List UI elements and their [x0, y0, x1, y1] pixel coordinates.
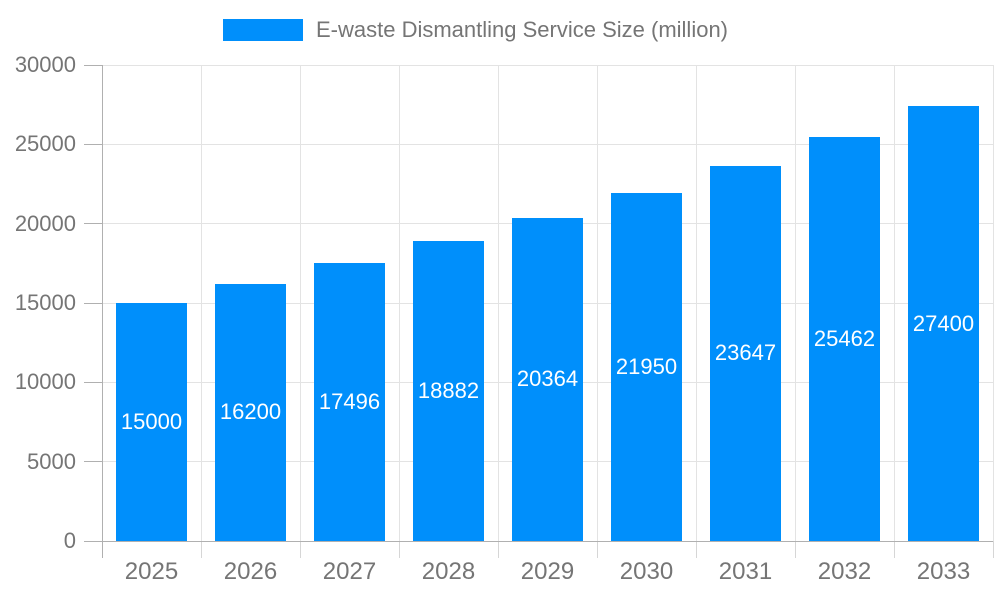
y-axis-line	[101, 65, 103, 541]
x-axis-tick	[794, 541, 796, 558]
x-gridline	[200, 65, 202, 541]
y-axis-tick	[84, 64, 102, 66]
y-axis-tick	[84, 223, 102, 225]
x-axis-label: 2026	[223, 558, 278, 585]
bar[interactable]	[809, 137, 880, 541]
bar[interactable]	[512, 217, 583, 541]
x-axis-tick	[695, 541, 697, 558]
legend-label: E-waste Dismantling Service Size (millio…	[316, 17, 729, 42]
x-axis-tick	[497, 541, 499, 558]
x-axis-tick	[101, 541, 103, 558]
y-axis-tick	[84, 302, 102, 304]
bar[interactable]	[116, 303, 187, 541]
x-axis-label: 2032	[817, 558, 872, 585]
x-gridline	[596, 65, 598, 541]
y-gridline	[102, 143, 993, 145]
x-axis-label: 2033	[916, 558, 971, 585]
y-axis-label: 30000	[14, 52, 76, 77]
x-gridline	[299, 65, 301, 541]
x-axis-label: 2031	[718, 558, 773, 585]
x-axis-tick	[398, 541, 400, 558]
legend-item[interactable]: E-waste Dismantling Service Size (millio…	[223, 17, 729, 42]
bar[interactable]	[710, 165, 781, 541]
legend-swatch-icon	[223, 19, 303, 41]
y-axis-label: 10000	[14, 369, 76, 395]
x-axis-tick	[299, 541, 301, 558]
x-gridline	[893, 65, 895, 541]
bar[interactable]	[314, 263, 385, 541]
x-axis-line	[84, 540, 993, 542]
bar[interactable]	[413, 241, 484, 541]
y-axis-tick	[84, 143, 102, 145]
x-gridline	[398, 65, 400, 541]
x-axis-label: 2030	[619, 558, 674, 585]
x-axis-tick	[596, 541, 598, 558]
x-axis-tick	[992, 541, 994, 558]
bar[interactable]	[215, 283, 286, 541]
x-gridline	[497, 65, 499, 541]
x-axis-label: 2028	[421, 558, 476, 585]
bar[interactable]	[611, 192, 682, 541]
y-axis-label: 0	[63, 528, 76, 553]
x-gridline	[992, 65, 994, 541]
y-axis-label: 15000	[14, 290, 76, 315]
y-axis-label: 5000	[27, 448, 76, 474]
x-axis-tick	[200, 541, 202, 558]
y-gridline	[102, 64, 993, 66]
x-axis-label: 2025	[124, 558, 179, 585]
x-axis-label: 2029	[520, 558, 575, 585]
bar[interactable]	[908, 106, 979, 541]
x-gridline	[794, 65, 796, 541]
y-axis-tick	[84, 461, 102, 463]
y-axis-tick	[84, 381, 102, 383]
x-gridline	[695, 65, 697, 541]
x-axis-tick	[893, 541, 895, 558]
y-axis-label: 25000	[14, 131, 76, 157]
y-axis-label: 20000	[14, 210, 76, 236]
x-axis-label: 2027	[322, 558, 377, 585]
